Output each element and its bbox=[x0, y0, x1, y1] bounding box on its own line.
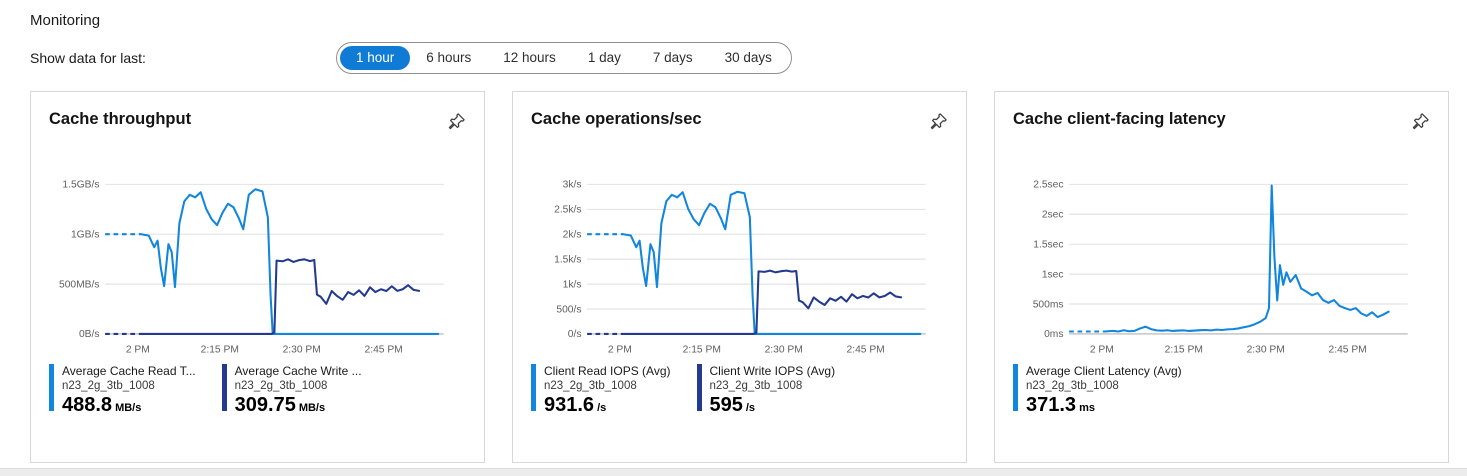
card-title: Cache client-facing latency bbox=[1013, 110, 1226, 129]
svg-text:1.5k/s: 1.5k/s bbox=[554, 255, 581, 266]
svg-text:0/s: 0/s bbox=[568, 329, 582, 340]
metric-value: 595/s bbox=[709, 394, 756, 417]
legend-item[interactable]: Average Cache Write ... n23_2g_3tb_1008 … bbox=[221, 364, 362, 417]
svg-text:2 PM: 2 PM bbox=[1090, 345, 1114, 356]
svg-text:1GB/s: 1GB/s bbox=[71, 230, 100, 241]
resource-name: n23_2g_3tb_1008 bbox=[1026, 380, 1119, 393]
resource-name: n23_2g_3tb_1008 bbox=[709, 380, 803, 393]
metric-value: 371.3 ms bbox=[1026, 394, 1095, 417]
pin-icon bbox=[930, 113, 947, 130]
svg-text:2k/s: 2k/s bbox=[563, 230, 582, 241]
svg-text:500ms: 500ms bbox=[1033, 299, 1064, 310]
chart-legend: Average Cache Read T... n23_2g_3tb_1008 … bbox=[49, 364, 468, 417]
svg-text:1k/s: 1k/s bbox=[563, 280, 582, 291]
metric-card-client-latency: Cache client-facing latency 2.5sec 2sec 1.… bbox=[994, 91, 1449, 464]
svg-text:0B/s: 0B/s bbox=[79, 329, 100, 340]
series-color-bar bbox=[696, 364, 702, 412]
metric-value: 488.8 MB/s bbox=[62, 394, 142, 417]
time-filter-row: Show data for last: 1 hour 6 hours 12 ho… bbox=[30, 42, 1451, 75]
horizontal-scrollbar[interactable] bbox=[0, 468, 1467, 476]
time-range-30-days[interactable]: 30 days bbox=[724, 50, 772, 65]
svg-text:1sec: 1sec bbox=[1042, 270, 1064, 281]
resource-name: n23_2g_3tb_1008 bbox=[234, 380, 328, 393]
metric-value: 931.6/s bbox=[544, 394, 607, 417]
client-latency-chart: 2.5sec 2sec 1.5sec 1sec 500ms 0ms 2 PM 2:15 PM 2… bbox=[1033, 180, 1408, 356]
series-color-bar bbox=[49, 364, 54, 412]
metric-card-cache-operations: Cache operations/sec 3k/s 2.5k/s 2k/s 1.5k/… bbox=[512, 91, 967, 464]
metric-name: Average Client Latency (Avg) bbox=[1026, 364, 1182, 379]
resource-name: n23_2g_3tb_1008 bbox=[544, 380, 637, 393]
svg-text:1.5sec: 1.5sec bbox=[1033, 240, 1063, 251]
card-title: Cache operations/sec bbox=[531, 110, 702, 129]
svg-text:2:15 PM: 2:15 PM bbox=[683, 345, 721, 356]
series-color-bar bbox=[221, 364, 227, 412]
metric-name: Client Write IOPS (Avg) bbox=[709, 364, 836, 379]
series-color-bar bbox=[531, 364, 536, 412]
card-title: Cache throughput bbox=[49, 110, 192, 129]
svg-text:0ms: 0ms bbox=[1044, 329, 1063, 340]
svg-text:500MB/s: 500MB/s bbox=[59, 280, 100, 291]
legend-item[interactable]: Average Cache Read T... n23_2g_3tb_1008 … bbox=[49, 364, 196, 417]
svg-text:2.5k/s: 2.5k/s bbox=[554, 205, 581, 216]
monitoring-page: Monitoring Show data for last: 1 hour 6 … bbox=[30, 12, 1451, 464]
metric-name: Client Read IOPS (Avg) bbox=[544, 364, 671, 379]
time-range-6-hours[interactable]: 6 hours bbox=[426, 50, 472, 65]
svg-text:2:45 PM: 2:45 PM bbox=[847, 345, 885, 356]
svg-text:2 PM: 2 PM bbox=[126, 345, 150, 356]
series-color-bar bbox=[1013, 364, 1018, 412]
legend-item[interactable]: Average Client Latency (Avg) n23_2g_3tb_… bbox=[1013, 364, 1182, 417]
time-range-1-day[interactable]: 1 day bbox=[587, 50, 621, 65]
time-range-1-hour[interactable]: 1 hour bbox=[339, 46, 411, 71]
pin-button[interactable] bbox=[445, 110, 468, 136]
legend-item[interactable]: Client Read IOPS (Avg) n23_2g_3tb_1008 9… bbox=[531, 364, 671, 417]
chart-legend: Average Client Latency (Avg) n23_2g_3tb_… bbox=[1013, 364, 1432, 417]
svg-text:1.5GB/s: 1.5GB/s bbox=[62, 180, 99, 191]
metric-value: 309.75 MB/s bbox=[234, 394, 326, 417]
svg-text:2:30 PM: 2:30 PM bbox=[1247, 345, 1285, 356]
time-filter-label: Show data for last: bbox=[30, 50, 146, 67]
chart-legend: Client Read IOPS (Avg) n23_2g_3tb_1008 9… bbox=[531, 364, 950, 417]
metric-name: Average Cache Read T... bbox=[62, 364, 196, 379]
legend-item[interactable]: Client Write IOPS (Avg) n23_2g_3tb_1008 … bbox=[696, 364, 836, 417]
cache-operations-chart: 3k/s 2.5k/s 2k/s 1.5k/s 1k/s 500/s 0/s 2 PM 2:15… bbox=[554, 180, 926, 356]
pin-button[interactable] bbox=[927, 110, 950, 136]
svg-text:2:15 PM: 2:15 PM bbox=[1165, 345, 1203, 356]
svg-text:500/s: 500/s bbox=[556, 304, 581, 315]
metric-cards-row: Cache throughput 1.5GB/s 1GB/s 500MB/s 0B/s… bbox=[30, 91, 1451, 464]
svg-text:3k/s: 3k/s bbox=[563, 180, 582, 191]
svg-text:2:30 PM: 2:30 PM bbox=[765, 345, 803, 356]
svg-text:2:45 PM: 2:45 PM bbox=[1329, 345, 1367, 356]
metric-card-cache-throughput: Cache throughput 1.5GB/s 1GB/s 500MB/s 0B/s… bbox=[30, 91, 485, 464]
time-range-12-hours[interactable]: 12 hours bbox=[503, 50, 556, 65]
resource-name: n23_2g_3tb_1008 bbox=[62, 380, 155, 393]
pin-icon bbox=[1412, 113, 1429, 130]
svg-text:2sec: 2sec bbox=[1042, 210, 1064, 221]
time-range-7-days[interactable]: 7 days bbox=[652, 50, 693, 65]
page-title: Monitoring bbox=[30, 12, 101, 29]
time-range-selector: 1 hour 6 hours 12 hours 1 day 7 days 30 … bbox=[335, 42, 792, 75]
metric-name: Average Cache Write ... bbox=[234, 364, 362, 379]
svg-text:2:45 PM: 2:45 PM bbox=[365, 345, 403, 356]
svg-text:2:30 PM: 2:30 PM bbox=[283, 345, 321, 356]
svg-text:2 PM: 2 PM bbox=[608, 345, 632, 356]
cache-throughput-chart: 1.5GB/s 1GB/s 500MB/s 0B/s 2 PM 2:15 PM 2:30 P… bbox=[59, 180, 444, 356]
svg-text:2:15 PM: 2:15 PM bbox=[201, 345, 239, 356]
pin-icon bbox=[448, 113, 465, 130]
svg-text:2.5sec: 2.5sec bbox=[1033, 180, 1063, 191]
pin-button[interactable] bbox=[1409, 110, 1432, 136]
